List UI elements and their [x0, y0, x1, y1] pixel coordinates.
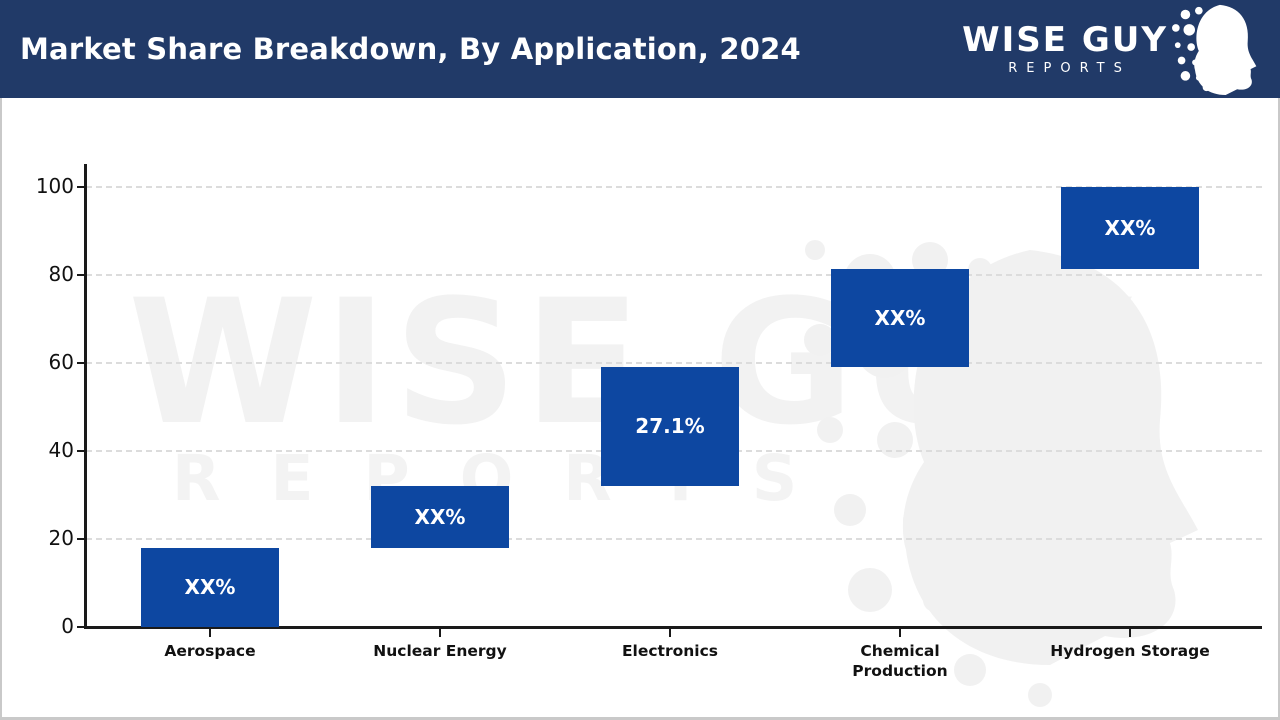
bar-aerospace: XX%	[141, 547, 279, 627]
y-tick-60	[77, 361, 86, 364]
y-tick-20	[77, 537, 86, 540]
logo-wordmark: WISE GUY	[962, 20, 1168, 60]
y-tick-label-40: 40	[48, 437, 74, 462]
category-label-1: Nuclear Energy	[373, 642, 507, 660]
watermark-subtext: REPORTS	[172, 442, 848, 515]
bar-nuclear-energy: XX%	[371, 486, 509, 548]
gridline-80	[86, 273, 1262, 276]
bar-value-label: XX%	[184, 575, 236, 600]
gridline-20	[86, 537, 1262, 540]
y-tick-100	[77, 185, 86, 188]
y-tick-label-80: 80	[48, 261, 74, 286]
y-tick-40	[77, 449, 86, 452]
bar-hydrogen-storage: XX%	[1061, 186, 1199, 269]
logo-subtext: REPORTS	[1008, 61, 1131, 76]
bar-value-label: XX%	[1104, 215, 1156, 240]
y-tick-80	[77, 273, 86, 276]
wise-guy-reports-logo: WISE GUY REPORTS	[962, 3, 1266, 95]
gridline-60	[86, 361, 1262, 364]
y-tick-label-0: 0	[61, 614, 74, 638]
bar-electronics: 27.1%	[601, 366, 739, 487]
bar-value-label: XX%	[874, 305, 926, 330]
x-tick-0	[209, 629, 211, 637]
category-label-2: Electronics	[621, 642, 719, 660]
category-label-0: Aerospace	[164, 642, 256, 660]
logo-face-icon	[1172, 4, 1257, 95]
gridline-100	[86, 185, 1262, 188]
bar-value-label: XX%	[414, 504, 466, 529]
x-axis-line	[84, 626, 1262, 629]
page-title: Market Share Breakdown, By Application, …	[20, 32, 801, 66]
x-tick-1	[439, 629, 441, 637]
category-label-4: Hydrogen Storage	[1050, 642, 1210, 660]
x-tick-2	[669, 629, 671, 637]
y-tick-label-60: 60	[48, 349, 74, 374]
y-tick-0	[77, 626, 86, 628]
y-axis-line	[84, 164, 87, 629]
bar-chemical-production: XX%	[831, 268, 969, 367]
category-label-3: Chemical Production	[852, 642, 948, 681]
x-tick-3	[899, 629, 901, 637]
header-bar: Market Share Breakdown, By Application, …	[0, 0, 1280, 98]
bar-value-label: 27.1%	[635, 414, 705, 439]
x-tick-4	[1129, 629, 1131, 637]
y-tick-label-20: 20	[48, 525, 74, 550]
y-tick-label-100: 100	[35, 173, 74, 198]
logo-text: WISE GUY REPORTS	[962, 23, 1168, 75]
